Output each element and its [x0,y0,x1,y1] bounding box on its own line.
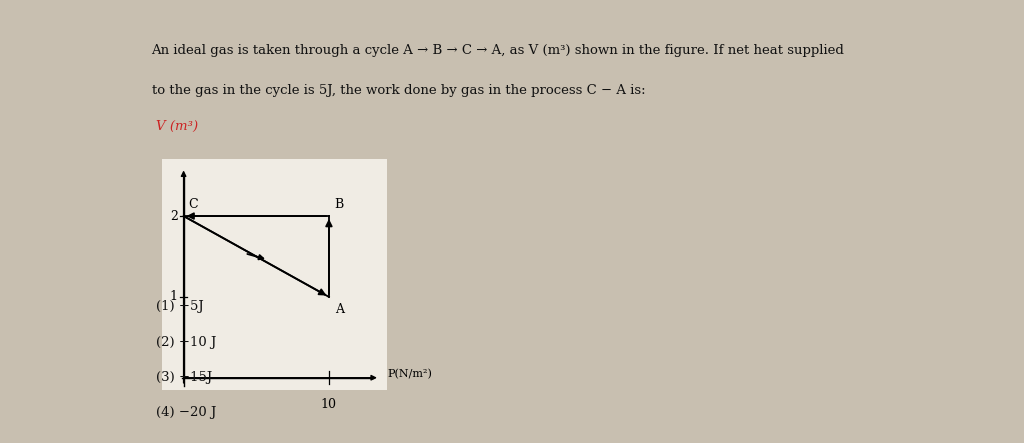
Text: 10: 10 [321,398,337,411]
Text: P(N/m²): P(N/m²) [387,369,432,379]
Text: (1) −5J: (1) −5J [156,300,204,313]
Text: to the gas in the cycle is 5J, the work done by gas in the process C − A is:: to the gas in the cycle is 5J, the work … [152,84,645,97]
Text: (4) −20 J: (4) −20 J [156,406,216,420]
Text: V (m³): V (m³) [156,120,198,132]
Text: (3) −15J: (3) −15J [156,371,212,384]
Text: A: A [335,303,344,316]
Text: (2) −10 J: (2) −10 J [156,335,216,349]
Text: 1: 1 [170,291,178,303]
Text: C: C [188,198,198,211]
Text: 2: 2 [170,210,178,222]
Text: An ideal gas is taken through a cycle A → B → C → A, as V (m³) shown in the figu: An ideal gas is taken through a cycle A … [152,44,845,57]
Text: B: B [335,198,344,211]
